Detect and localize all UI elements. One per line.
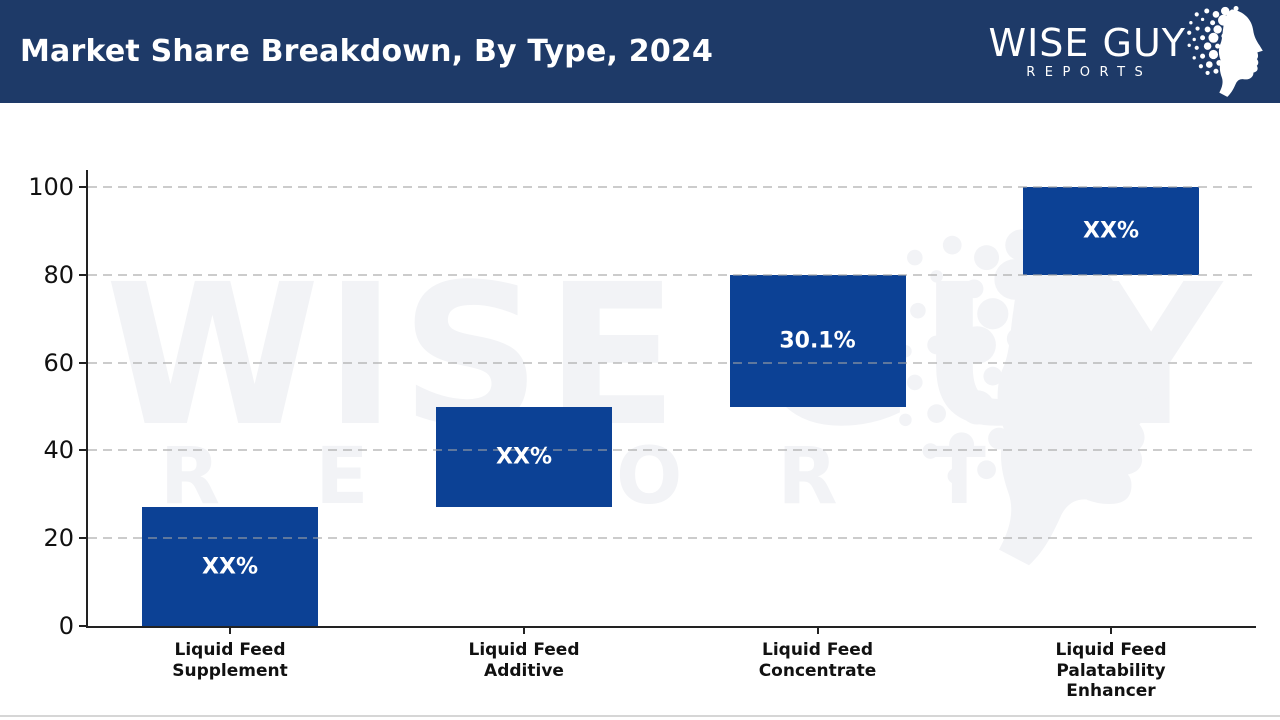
x-axis-label-line: Concentrate	[758, 660, 877, 681]
bar-value-label: XX%	[496, 444, 552, 470]
x-axis-label-liquid-feed-palatability-enhancer: Liquid Feed Palatability Enhancer	[1056, 640, 1167, 702]
y-tick-mark	[79, 186, 87, 188]
y-tick-label: 100	[28, 173, 74, 201]
page-title: Market Share Breakdown, By Type, 2024	[20, 34, 714, 69]
gridline	[88, 273, 1256, 276]
bar-value-label: XX%	[1083, 218, 1139, 244]
wiseguy-logo: WISE GUY REPORTS	[989, 6, 1272, 98]
logo-wordmark: WISE GUY	[988, 20, 1186, 65]
logo-subtitle: REPORTS	[1026, 65, 1153, 81]
x-axis-line	[86, 626, 1256, 628]
x-axis-label-line: Palatability	[1056, 660, 1166, 681]
x-tick-mark	[523, 628, 525, 634]
y-tick-label: 20	[43, 524, 74, 553]
y-tick-label: 60	[43, 348, 74, 377]
y-tick-label: 80	[43, 260, 74, 289]
x-axis-label-line: Liquid Feed	[174, 640, 286, 660]
x-axis-label-line: Liquid Feed	[761, 640, 873, 660]
bar-liquid-feed-additive	[436, 406, 612, 508]
y-tick-label: 0	[58, 612, 74, 640]
y-tick-mark	[79, 449, 87, 452]
header-bar: Market Share Breakdown, By Type, 2024 WI…	[0, 0, 1280, 103]
x-axis-label-line: Liquid Feed	[468, 640, 580, 660]
bar-liquid-feed-supplement	[142, 507, 318, 626]
y-tick-label: 40	[43, 436, 74, 465]
bar-liquid-feed-concentrate	[729, 274, 906, 407]
x-axis-label-line: Supplement	[172, 660, 288, 681]
x-axis-label-liquid-feed-concentrate: Liquid Feed Concentrate	[759, 640, 877, 681]
footer-divider	[0, 715, 1280, 717]
x-tick-mark	[1110, 628, 1112, 634]
y-tick-mark	[79, 361, 87, 364]
bar-value-label: XX%	[202, 554, 258, 580]
x-axis-label-line: Enhancer	[1066, 681, 1156, 702]
bar-liquid-feed-palatability-enhancer	[1023, 187, 1199, 275]
logo-text: WISE GUY REPORTS	[988, 20, 1186, 81]
x-axis-label-liquid-feed-supplement: Liquid Feed Supplement	[172, 640, 288, 681]
y-axis-line	[86, 170, 88, 628]
gridline	[88, 537, 1256, 540]
y-tick-mark	[79, 537, 87, 540]
x-axis-label-line: Additive	[484, 660, 564, 681]
x-tick-mark	[229, 628, 231, 634]
x-tick-mark	[816, 628, 819, 634]
gridline	[88, 361, 1256, 364]
y-tick-mark	[79, 273, 87, 276]
bar-value-label: 30.1%	[779, 328, 856, 354]
x-axis-label-liquid-feed-additive: Liquid Feed Additive	[469, 640, 580, 681]
x-axis-label-line: Liquid Feed	[1055, 640, 1167, 660]
wiseguy-head-icon	[1187, 6, 1263, 97]
gridline	[88, 449, 1256, 452]
gridline	[88, 186, 1256, 188]
y-tick-mark	[79, 625, 87, 627]
